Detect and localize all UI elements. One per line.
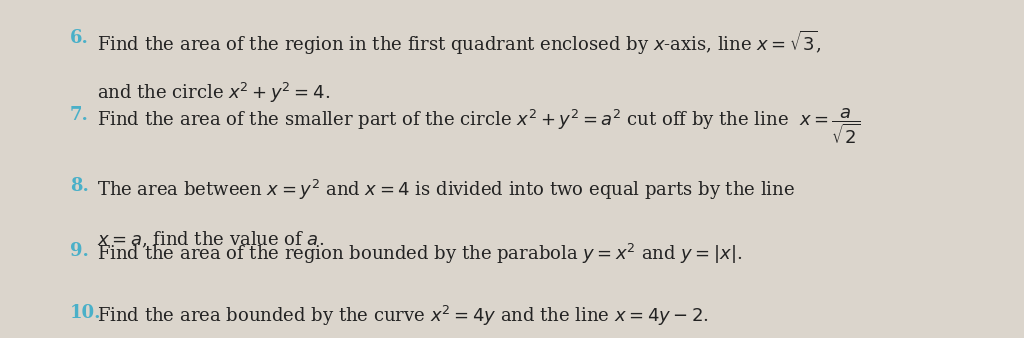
Text: 7.: 7. (70, 106, 88, 124)
Text: 6.: 6. (70, 29, 88, 47)
Text: The area between $x=y^2$ and $x=4$ is divided into two equal parts by the line: The area between $x=y^2$ and $x=4$ is di… (97, 177, 796, 201)
Text: 10.: 10. (70, 304, 101, 322)
Text: 8.: 8. (70, 177, 88, 195)
Text: Find the area of the smaller part of the circle $x^2+y^2=a^2$ cut off by the lin: Find the area of the smaller part of the… (97, 106, 860, 146)
Text: $x=a$, find the value of $a$.: $x=a$, find the value of $a$. (97, 230, 325, 250)
Text: and the circle $x^2+y^2=4$.: and the circle $x^2+y^2=4$. (97, 81, 331, 105)
Text: Find the area of the region bounded by the parabola $y=x^2$ and $y=|x|$.: Find the area of the region bounded by t… (97, 242, 742, 266)
Text: 9.: 9. (70, 242, 88, 260)
Text: Find the area bounded by the curve $x^2=4y$ and the line $x=4y-2$.: Find the area bounded by the curve $x^2=… (97, 304, 709, 328)
Text: Find the area of the region in the first quadrant enclosed by $x$-axis, line $x=: Find the area of the region in the first… (97, 29, 822, 57)
